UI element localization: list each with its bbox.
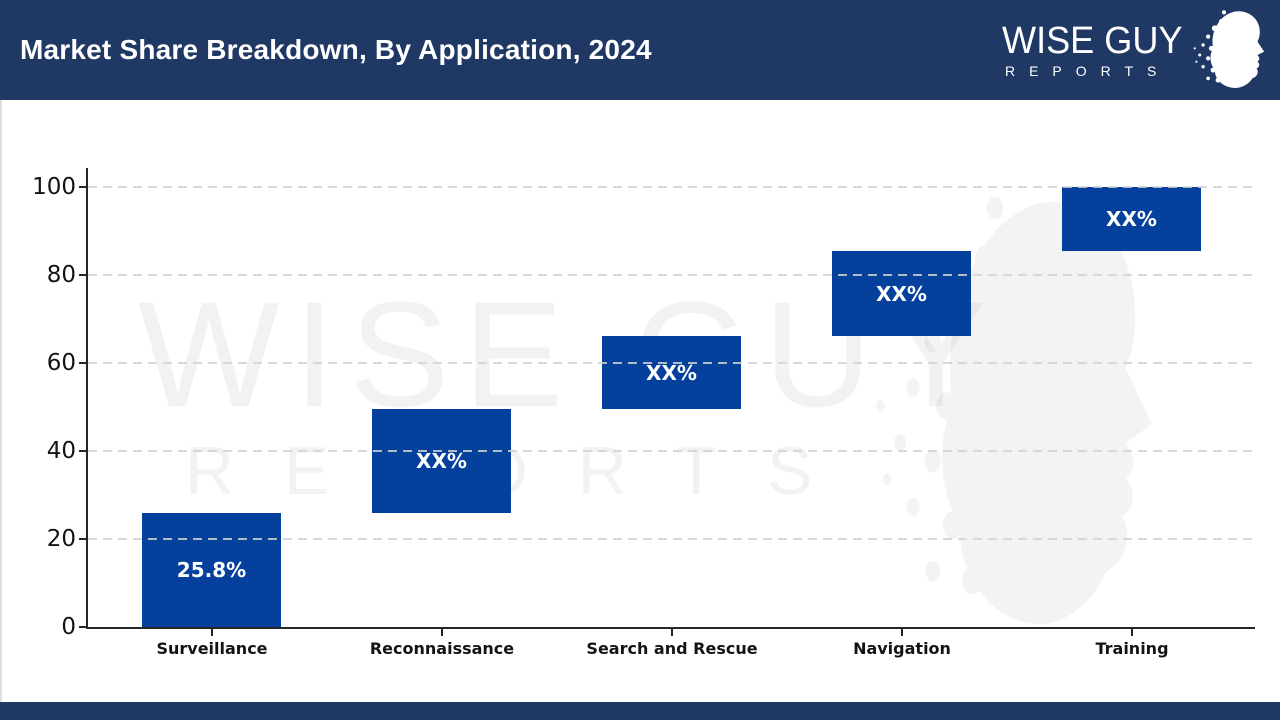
- category-label-reconnaissance: Reconnaissance: [369, 639, 515, 658]
- bar-reconnaissance: [372, 409, 511, 513]
- bar-label-reconnaissance: XX%: [416, 449, 467, 473]
- watermark-reports: REPORTS: [185, 433, 863, 509]
- y-tick-label: 20: [46, 526, 76, 552]
- x-tick-reconnaissance: [441, 629, 443, 636]
- gridline: [88, 538, 1255, 540]
- gridline: [88, 186, 1255, 188]
- watermark-face-icon: [876, 196, 1153, 625]
- bar-label-navigation: XX%: [876, 281, 927, 306]
- y-tick-label: 100: [32, 174, 76, 200]
- face-dots-icon: [1193, 10, 1265, 89]
- page-title: Market Share Breakdown, By Application, …: [20, 34, 652, 65]
- x-tick-surveillance: [211, 629, 213, 636]
- y-tick-label: 80: [46, 262, 76, 288]
- x-tick-navigation: [901, 629, 903, 636]
- content-left-border: [0, 100, 2, 702]
- x-tick-search-and-rescue: [671, 629, 673, 636]
- gridline: [88, 450, 1255, 452]
- wiseguy-logo: WISE GUY REPORTS: [1002, 8, 1270, 92]
- bar-navigation: [832, 251, 971, 336]
- y-axis-spine: [86, 168, 88, 629]
- y-tick: [79, 538, 88, 540]
- category-label-surveillance: Surveillance: [156, 639, 268, 658]
- bar-training: [1062, 187, 1201, 251]
- bar-label-surveillance: 25.8%: [176, 558, 247, 582]
- logo-reports-label: REPORTS: [1004, 63, 1171, 79]
- category-label-search-and-rescue: Search and Rescue: [586, 639, 758, 658]
- header-band: Market Share Breakdown, By Application, …: [0, 0, 1280, 100]
- gridline: [88, 362, 1255, 364]
- y-tick-label: 60: [46, 350, 76, 376]
- bar-label-search-and-rescue: XX%: [646, 360, 697, 385]
- bar-label-training: XX%: [1106, 207, 1157, 231]
- y-tick: [79, 626, 88, 628]
- y-tick-label: 40: [46, 438, 76, 464]
- gridline: [88, 274, 1255, 276]
- y-tick: [79, 450, 88, 452]
- x-tick-training: [1131, 629, 1133, 636]
- category-label-training: Training: [1095, 639, 1169, 658]
- bar-surveillance: [142, 513, 281, 627]
- y-tick-label: 0: [61, 614, 76, 640]
- category-label-navigation: Navigation: [853, 639, 951, 658]
- x-axis-spine: [86, 627, 1255, 629]
- footer-bar: [0, 702, 1280, 720]
- y-tick: [79, 186, 88, 188]
- wiseguy-logo-text: WISE GUY REPORTS: [1002, 22, 1192, 78]
- y-tick: [79, 274, 88, 276]
- bar-search-and-rescue: [602, 336, 741, 409]
- y-tick: [79, 362, 88, 364]
- logo-wiseguy-label: WISE GUY: [1001, 20, 1183, 62]
